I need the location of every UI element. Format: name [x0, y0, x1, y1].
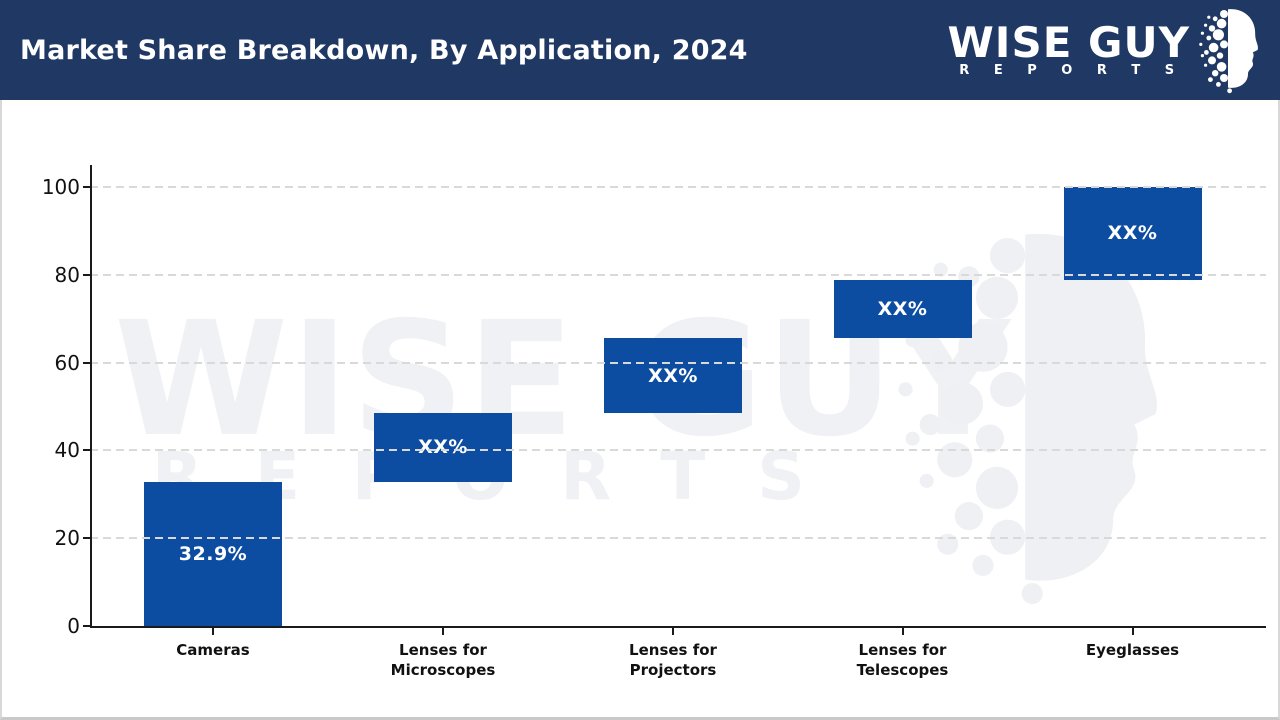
x-axis-category-label-line: Projectors: [629, 661, 717, 679]
y-axis-tick: [83, 449, 90, 452]
header-bar: Market Share Breakdown, By Application, …: [0, 0, 1280, 100]
bar: XX%: [374, 413, 512, 482]
gridline: [90, 361, 1266, 364]
x-axis-line: [90, 626, 1266, 628]
x-axis-category-label: Lenses for Microscopes: [333, 640, 553, 680]
gridline: [90, 449, 1266, 452]
bar-value-label: XX%: [1107, 222, 1158, 245]
x-axis-category-label: Lenses for Projectors: [563, 640, 783, 680]
x-axis-category-label-line: Eyeglasses: [1085, 641, 1180, 659]
x-axis-category-label: Cameras: [103, 640, 323, 660]
y-axis-tick-label: 40: [54, 438, 80, 463]
x-axis-category-label-line: Telescopes: [856, 661, 949, 679]
y-axis-tick-label: 20: [54, 526, 80, 551]
y-axis-tick-label: 60: [54, 350, 80, 375]
brand-subname: R E P O R T S: [959, 62, 1185, 78]
x-axis-category-label-line: Lenses for: [399, 641, 487, 659]
y-axis-tick: [83, 361, 90, 364]
y-axis-tick-label: 100: [41, 175, 80, 199]
gridline: [90, 186, 1266, 188]
bar-value-label: XX%: [877, 297, 928, 320]
bar-value-label: XX%: [418, 436, 468, 459]
gridline: [90, 537, 1266, 540]
x-axis-category-label-line: Lenses for: [629, 641, 717, 659]
y-axis-tick: [83, 625, 90, 627]
bar: XX%: [833, 279, 972, 338]
waterfall-chart: 0 20 40 60 80 100 32.9% XX% XX% XX% XX% Cameras Lens…: [2, 100, 1280, 720]
x-axis-category-label-line: Lenses for: [858, 641, 947, 659]
x-axis-category-label: Lenses for Telescopes: [793, 640, 1013, 680]
y-axis-line: [90, 165, 92, 628]
y-axis-tick: [83, 537, 90, 540]
brand-name: WISE GUY: [947, 17, 1190, 67]
x-axis-tick: [1131, 628, 1134, 635]
x-axis-tick: [212, 628, 214, 635]
y-axis-tick: [83, 273, 90, 276]
gridline: [90, 273, 1266, 276]
bar: XX%: [604, 338, 742, 414]
bar: XX%: [1063, 187, 1202, 280]
dotted-face-logo-icon: [1199, 9, 1258, 94]
x-axis-category-label: Eyeglasses: [1023, 640, 1243, 660]
x-axis-tick: [672, 628, 674, 635]
x-axis-category-label-line: Cameras: [176, 641, 250, 659]
bar: 32.9%: [144, 481, 282, 626]
brand-logo: WISE GUY R E P O R T S: [947, 6, 1260, 94]
y-axis-tick-label: 0: [67, 614, 80, 638]
page-title: Market Share Breakdown, By Application, …: [20, 34, 748, 66]
y-axis-tick: [83, 186, 90, 188]
bar-value-label: XX%: [648, 364, 698, 387]
x-axis-tick: [901, 628, 904, 635]
bar-value-label: 32.9%: [178, 542, 248, 565]
x-axis-category-label-line: Microscopes: [390, 661, 496, 679]
brand-logo-text: WISE GUY R E P O R T S: [947, 17, 1190, 78]
y-axis-tick-label: 80: [54, 262, 80, 287]
x-axis-tick: [442, 628, 444, 635]
